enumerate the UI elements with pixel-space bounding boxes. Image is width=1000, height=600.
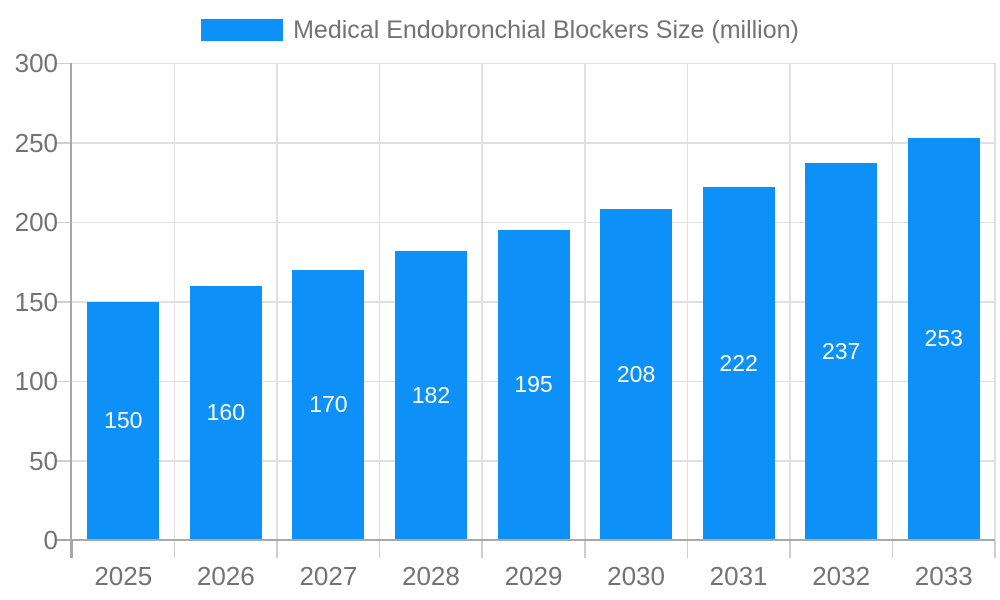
v-gridline [378,63,381,540]
bar: 150 [87,301,160,540]
x-tick-label: 2031 [709,561,768,591]
legend-item[interactable]: Medical Endobronchial Blockers Size (mil… [0,15,1000,45]
y-tick [55,221,72,223]
bar-value-label: 170 [309,391,348,418]
bar: 208 [600,209,673,540]
y-tick-label: 150 [14,286,58,317]
bar: 222 [702,187,775,540]
x-tick [173,540,176,558]
bar-value-label: 195 [514,371,553,398]
x-tick [378,540,381,558]
x-tick [71,540,73,558]
y-tick [55,301,72,303]
y-tick [55,62,72,64]
v-gridline [994,63,996,540]
y-tick [55,539,72,541]
y-tick-label: 300 [14,48,58,78]
legend-label: Medical Endobronchial Blockers Size (mil… [293,15,799,44]
y-tick-label: 200 [14,207,58,237]
y-tick-label: 50 [29,445,58,476]
bar: 195 [497,229,570,540]
h-gridline [72,221,995,223]
bar: 237 [805,163,878,540]
x-tick-label: 2025 [94,561,153,591]
bar: 170 [292,269,365,540]
x-tick-label: 2033 [914,561,973,591]
y-tick-label: 0 [43,525,58,555]
y-tick [55,460,72,462]
bar-value-label: 222 [719,350,758,376]
bar-value-label: 253 [924,325,963,352]
x-tick-label: 2029 [504,561,563,591]
x-axis-line [70,539,995,541]
bar: 182 [394,250,467,540]
x-tick-label: 2030 [607,561,665,591]
v-gridline [891,63,894,540]
v-gridline [276,63,278,540]
v-gridline [584,63,586,540]
h-gridline [72,142,995,144]
h-gridline [72,62,995,64]
legend-swatch-icon [201,19,284,41]
x-tick [276,540,278,558]
y-tick [55,142,72,144]
bar-value-label: 150 [104,407,143,434]
x-tick [481,540,483,558]
v-gridline [789,63,791,540]
bar-value-label: 208 [616,361,656,388]
bar: 160 [189,285,262,540]
bar-value-label: 182 [411,381,451,408]
x-tick-label: 2032 [812,561,871,591]
bar: 253 [907,137,980,540]
x-tick-label: 2028 [402,561,460,591]
v-gridline [481,63,483,540]
x-tick [891,540,894,558]
v-gridline [686,63,689,540]
x-tick [584,540,586,558]
x-tick [686,540,689,558]
x-tick [789,540,791,558]
y-axis-line [70,63,72,558]
y-tick-label: 100 [14,366,58,396]
x-tick-label: 2027 [299,561,358,591]
y-tick [55,380,72,382]
x-tick [994,540,996,558]
bar-value-label: 160 [206,399,246,426]
bar-value-label: 237 [821,338,861,365]
x-tick-label: 2026 [196,561,255,591]
y-tick-label: 250 [14,127,58,158]
v-gridline [173,63,176,540]
